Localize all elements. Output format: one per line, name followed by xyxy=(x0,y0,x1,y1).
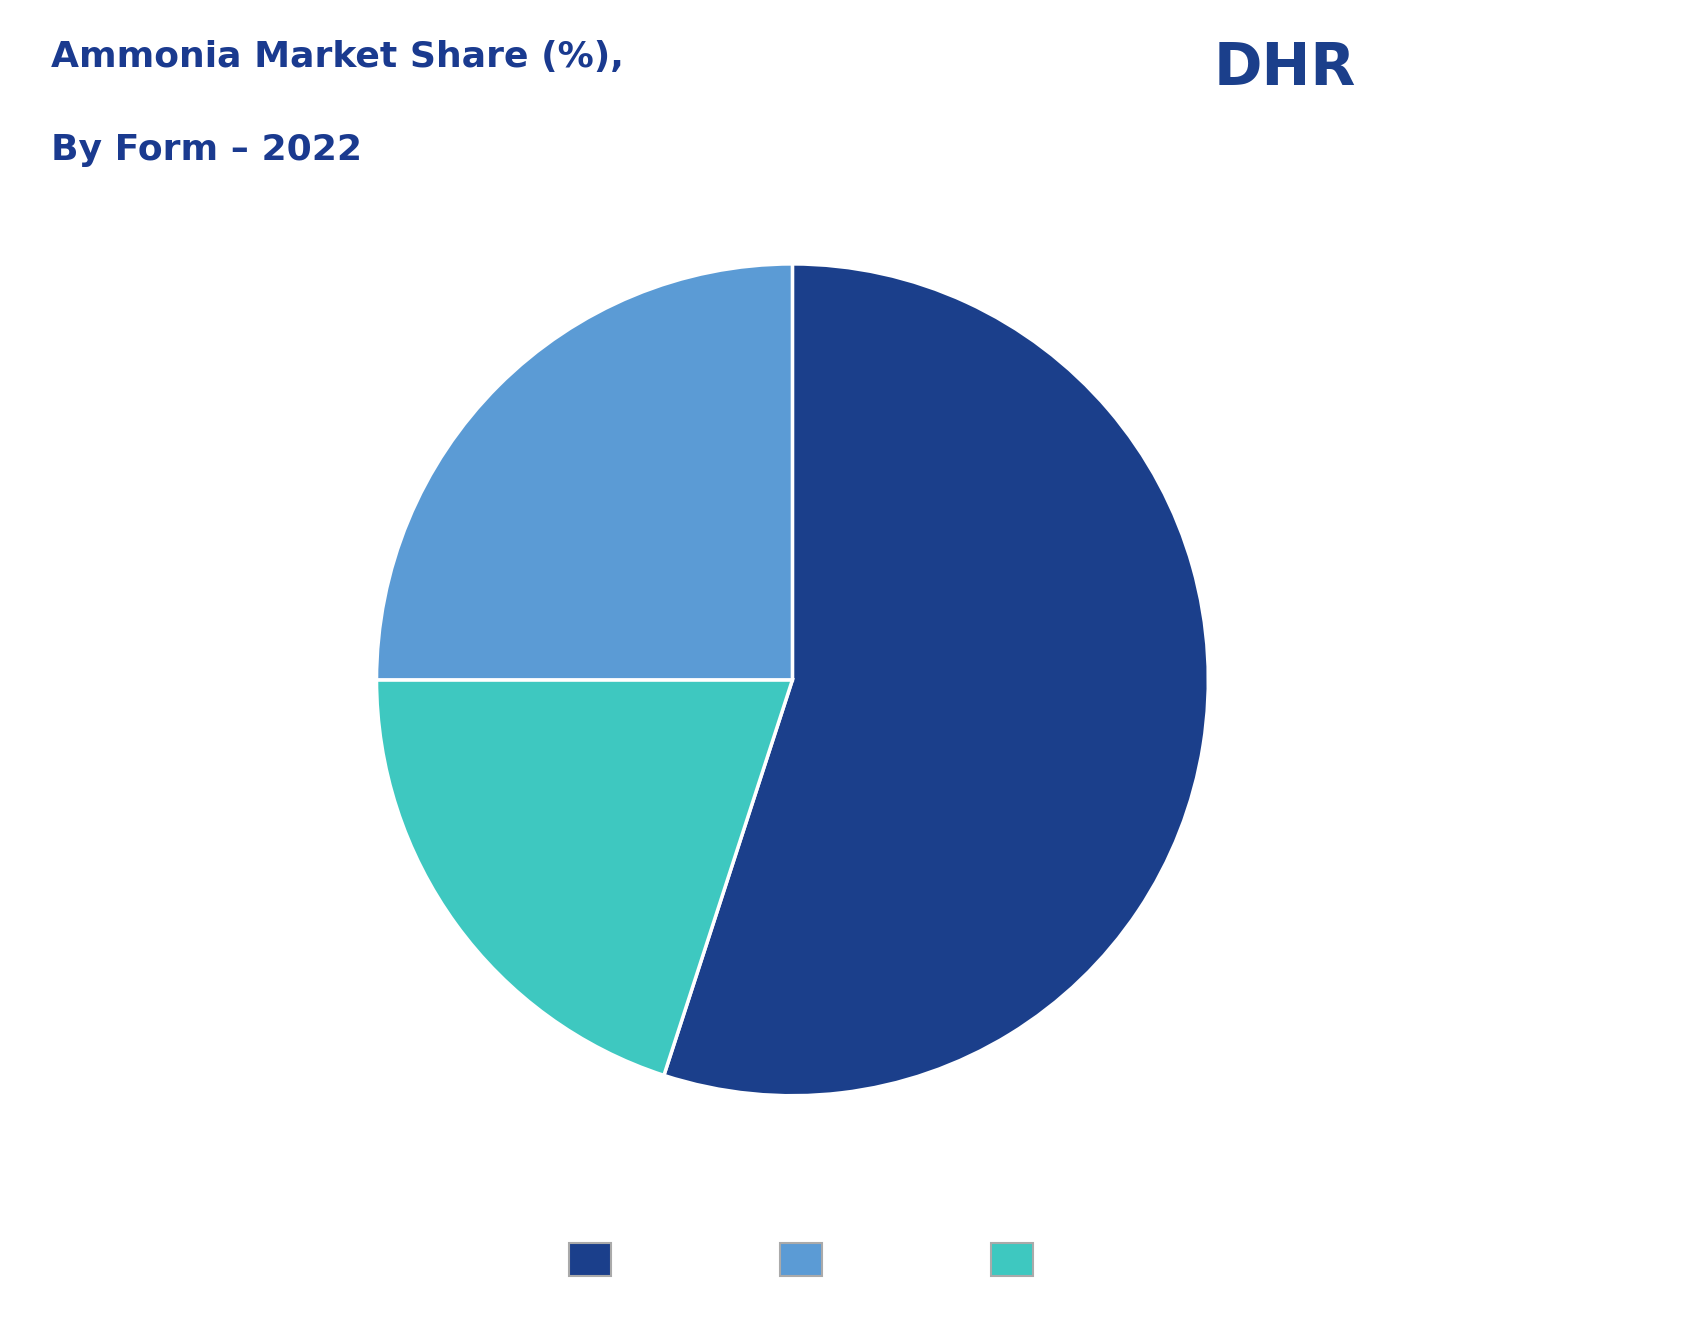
Text: By Form – 2022: By Form – 2022 xyxy=(51,133,361,168)
Text: Ammonia Market Share (%),: Ammonia Market Share (%), xyxy=(51,40,624,75)
Text: DHR: DHR xyxy=(1214,40,1356,97)
Wedge shape xyxy=(376,680,792,1076)
Wedge shape xyxy=(664,264,1209,1096)
Wedge shape xyxy=(376,264,792,680)
